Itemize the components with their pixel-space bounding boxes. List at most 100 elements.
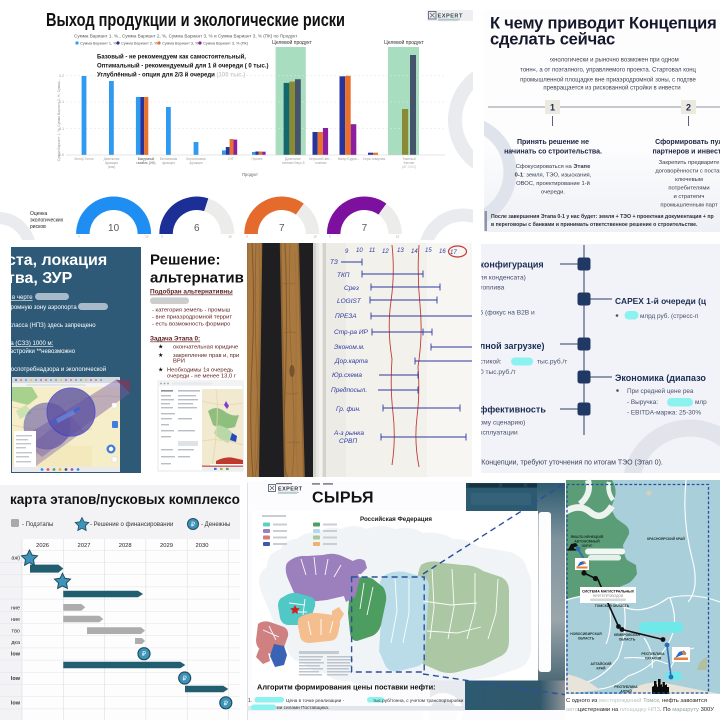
svg-text:ТЗ: ТЗ	[330, 259, 338, 266]
svg-text:- Решение о финансировании: - Решение о финансировании	[90, 522, 173, 528]
svg-text:· Концепции, требуют уточнения: · Концепции, требуют уточнения по итогам…	[481, 459, 663, 467]
svg-text:карта этапов/пусковых комплекс: карта этапов/пусковых комплексо	[10, 492, 240, 507]
svg-text:Целевой продукт: Целевой продукт	[384, 39, 424, 46]
svg-text:После завершения Этапа 0-1 у н: После завершения Этапа 0-1 у нас будет: …	[491, 213, 714, 220]
svg-text:класса (НПЗ) здесь запрещено: класса (НПЗ) здесь запрещено	[11, 323, 96, 329]
svg-text:0: 0	[329, 235, 331, 239]
svg-text:10: 10	[145, 235, 149, 239]
svg-text:ля конденсата): ля конденсата)	[481, 275, 526, 282]
svg-text:0.2: 0.2	[59, 74, 64, 78]
svg-text:Сформировать пул: Сформировать пул	[655, 139, 720, 146]
svg-text:КРАСНОЯРСКИЙ КРАЙ: КРАСНОЯРСКИЙ КРАЙ	[647, 537, 685, 541]
svg-text:Дор.карта: Дор.карта	[334, 358, 368, 365]
svg-text:промышленным парт: промышленным парт	[660, 203, 718, 209]
svg-text:стикой:: стикой:	[481, 358, 502, 366]
svg-text:ОБЛАСТЬ: ОБЛАСТЬ	[619, 638, 636, 642]
svg-text:★: ★	[158, 366, 163, 373]
svg-text:2027: 2027	[78, 543, 91, 549]
svg-text:превращается из рискованной ст: превращается из рискованной стройки в ин…	[543, 85, 680, 92]
svg-text:ТКП: ТКП	[337, 272, 350, 279]
svg-text:на (СЗЗ) 1000 м:: на (СЗЗ) 1000 м:	[11, 341, 54, 347]
svg-text:Сумма Вариант 3, %: Сумма Вариант 3, %	[162, 42, 199, 46]
svg-text:15: 15	[425, 248, 432, 254]
svg-text:СИСТЕМА МАГИСТРАЛЬНЫХ: СИСТЕМА МАГИСТРАЛЬНЫХ	[582, 590, 635, 594]
svg-text:тво: тво	[12, 629, 20, 635]
svg-text:low: low	[11, 652, 21, 658]
svg-text:10: 10	[228, 235, 232, 239]
svg-text:0: 0	[78, 235, 80, 239]
svg-text:0: 0	[246, 235, 248, 239]
svg-text:ОКРУГ: ОКРУГ	[582, 544, 593, 548]
svg-text:сделать сейчас: сделать сейчас	[490, 31, 615, 49]
svg-text:Керосин/Свет...: Керосин/Свет...	[309, 157, 332, 161]
svg-text:Дизельная: Дизельная	[104, 157, 120, 161]
svg-text:0 тыс.руб./т: 0 тыс.руб./т	[481, 368, 516, 376]
svg-text:и в черте: и в черте	[11, 295, 33, 301]
svg-text:7: 7	[362, 223, 368, 234]
svg-text:фракция: фракция	[162, 161, 175, 165]
svg-text:★: ★	[158, 352, 163, 359]
svg-text:ние: ние	[11, 606, 20, 612]
svg-text:Целевой продукт: Целевой продукт	[272, 39, 312, 46]
svg-text:млрд руб. (стресс-п: млрд руб. (стресс-п	[640, 312, 699, 320]
svg-text:в переговоры с банками и прини: в переговоры с банками и принимать ответ…	[491, 221, 698, 228]
svg-text:ПРЕЗА: ПРЕЗА	[335, 313, 357, 320]
svg-text:ОБЛАСТЬ: ОБЛАСТЬ	[578, 637, 595, 641]
svg-text:Решение:: Решение:	[150, 252, 220, 269]
svg-text:Сумма Вариант 1, %: Сумма Вариант 1, %	[80, 42, 117, 46]
svg-text:ому сценарию): ому сценарию)	[481, 420, 525, 427]
svg-text:дка: дка	[11, 640, 21, 646]
svg-text:А-з рынка: А-з рынка	[333, 430, 364, 437]
svg-text:ста, локация: ста, локация	[11, 252, 107, 269]
svg-text:- Денежны: - Денежны	[201, 522, 230, 528]
svg-text:конфигурация: конфигурация	[481, 260, 544, 270]
svg-text:ксплуатации: ксплуатации	[481, 430, 518, 437]
svg-text:технологически и рыночно возмо: технологически и рыночно возможен при од…	[545, 58, 679, 64]
svg-text:ффективность: ффективность	[481, 405, 546, 415]
svg-text:аж): аж)	[11, 556, 20, 562]
svg-text:Эконом.м.: Эконом.м.	[334, 344, 365, 351]
svg-text:Экономика (диапазо: Экономика (диапазо	[615, 373, 706, 383]
svg-text:Российская Федерация: Российская Федерация	[360, 516, 432, 523]
svg-text:Дизельное: Дизельное	[285, 157, 301, 161]
svg-text:Сумма Вариант 3, % (ПК): Сумма Вариант 3, % (ПК)	[203, 42, 249, 46]
svg-text:Юр.схема: Юр.схема	[332, 372, 362, 379]
svg-text:★: ★	[158, 344, 163, 351]
svg-text:low: low	[11, 701, 21, 707]
svg-text:Сумма Вариант 2, %: Сумма Вариант 2, %	[121, 42, 158, 46]
svg-text:Цена в точке реализации -: Цена в точке реализации -	[286, 698, 345, 703]
svg-text:застройки **невозможно: застройки **невозможно	[11, 348, 76, 355]
svg-text:- категория земель - промыш: - категория земель - промыш	[152, 308, 231, 314]
svg-text:РЕСПУБЛИКА: РЕСПУБЛИКА	[641, 652, 665, 656]
svg-text:фракция: фракция	[105, 161, 118, 165]
svg-text:закрепление прав и, при: закрепление прав и, при	[173, 353, 239, 359]
svg-text:Алгоритм формирования цены пос: Алгоритм формирования цены поставки нефт…	[257, 683, 436, 692]
svg-text:Роспотребнадзора и экологическ: Роспотребнадзора и экологической	[11, 366, 106, 373]
svg-text:0.0: 0.0	[59, 153, 64, 157]
svg-text:Оптимальный - рекомендуемый дл: Оптимальный - рекомендуемый для 1 й очер…	[97, 63, 269, 70]
svg-text:начинать со строительства.: начинать со строительства.	[504, 149, 602, 156]
svg-text:фракция: фракция	[190, 161, 203, 165]
svg-text:0.1: 0.1	[59, 127, 64, 131]
svg-text:млр: млр	[695, 399, 707, 406]
svg-text:тва, ЗУР: тва, ЗУР	[11, 270, 73, 287]
svg-text:14: 14	[411, 249, 418, 255]
svg-text:Керосиновая: Керосиновая	[186, 157, 206, 161]
svg-text:2: 2	[686, 103, 691, 113]
svg-text:11: 11	[369, 248, 375, 254]
svg-text:0-1: земля, ТЭО, изыскания,: 0-1: земля, ТЭО, изыскания,	[515, 173, 592, 179]
svg-text:Мазут/Судов...: Мазут/Судов...	[338, 157, 360, 161]
svg-text:Срез: Срез	[344, 285, 359, 292]
svg-text:Бензиновая: Бензиновая	[160, 157, 178, 161]
svg-text:топливо Евро-5: топливо Евро-5	[281, 161, 304, 165]
svg-text:0: 0	[161, 235, 163, 239]
svg-text:16: 16	[439, 249, 446, 255]
svg-text:EXPERT: EXPERT	[438, 13, 463, 19]
svg-text:- Выручка:: - Выручка:	[627, 399, 658, 406]
svg-text:12: 12	[382, 249, 389, 255]
svg-text:10: 10	[396, 235, 400, 239]
svg-text:окончательная юридиче: окончательная юридиче	[173, 345, 238, 351]
svg-text:- есть возможность формиро: - есть возможность формиро	[152, 322, 230, 328]
svg-text:2028: 2028	[119, 543, 132, 549]
svg-text:Вакуумный: Вакуумный	[138, 157, 155, 161]
